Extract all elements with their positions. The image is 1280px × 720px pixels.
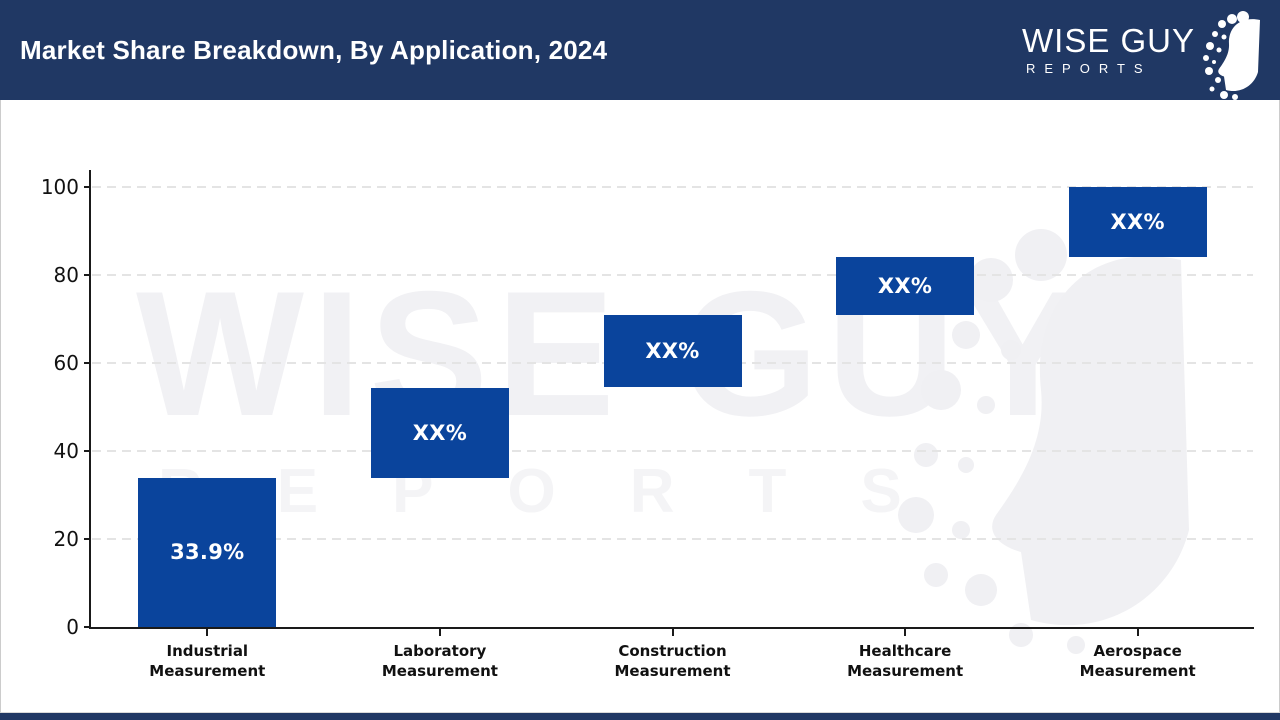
x-axis-category-label: Laboratory Measurement <box>330 641 550 681</box>
y-axis-tick-label: 0 <box>66 615 79 639</box>
x-axis-category-line: Aerospace <box>1093 642 1182 660</box>
y-axis-tickmark <box>84 626 91 628</box>
x-axis-tickmark <box>671 629 674 636</box>
chart-title: Market Share Breakdown, By Application, … <box>20 34 608 65</box>
footer-bar <box>0 713 1280 720</box>
x-axis-category-line: Measurement <box>614 662 731 680</box>
plot-area: 0 20 40 60 80 100 33.9% Industrial Measurement XX… <box>1 100 1280 712</box>
y-axis-tickmark <box>84 538 91 540</box>
gridline-y100 <box>92 186 1253 188</box>
x-axis-category-line: Measurement <box>1079 662 1196 680</box>
x-axis-category-line: Measurement <box>381 662 498 680</box>
bar-value-label: 33.9% <box>170 540 245 565</box>
logo-face-icon <box>1203 11 1260 100</box>
y-axis-tick-label: 80 <box>53 263 79 287</box>
gridline-y20 <box>92 538 1253 540</box>
x-axis-category-line: Measurement <box>847 662 964 680</box>
logo-wordmark: WISE GUY <box>1022 22 1196 59</box>
x-axis-tickmark <box>206 629 209 636</box>
bar-industrial-measurement: 33.9% <box>138 477 277 627</box>
y-axis-tick-label: 40 <box>53 439 79 463</box>
bar-value-label: XX% <box>877 273 933 298</box>
bar-value-label: XX% <box>412 420 468 445</box>
y-axis-tickmark <box>84 450 91 452</box>
x-axis-category-line: Measurement <box>149 662 266 680</box>
x-axis-category-line: Industrial <box>166 642 249 660</box>
gridline-y40 <box>92 450 1253 452</box>
bar-healthcare-measurement: XX% <box>836 257 975 315</box>
bar-laboratory-measurement: XX% <box>370 388 509 478</box>
y-axis-tick-label: 60 <box>53 351 79 375</box>
x-axis-category-line: Healthcare <box>858 642 952 660</box>
chart-body: WISE GUY REPORTS 0 20 40 60 80 100 33.9% Indust… <box>0 100 1280 713</box>
bar-value-label: XX% <box>1110 209 1165 234</box>
x-axis-category-label: Construction Measurement <box>563 641 783 681</box>
y-axis-tick-label: 100 <box>40 175 79 199</box>
bar-value-label: XX% <box>645 339 700 364</box>
wise-guy-logo: WISE GUY REPORTS <box>1022 11 1260 100</box>
y-axis-tickmark <box>84 186 91 188</box>
x-axis-line <box>89 627 1254 629</box>
x-axis-tickmark <box>904 629 907 636</box>
x-axis-category-label: Aerospace Measurement <box>1028 641 1248 681</box>
header-bar: Market Share Breakdown, By Application, … <box>0 0 1280 100</box>
x-axis-category-label: Healthcare Measurement <box>795 641 1015 681</box>
y-axis-tickmark <box>84 274 91 276</box>
y-axis-tickmark <box>84 362 91 364</box>
x-axis-category-line: Laboratory <box>393 642 487 660</box>
x-axis-tickmark <box>1136 629 1139 636</box>
x-axis-category-line: Construction <box>618 642 727 660</box>
bar-construction-measurement: XX% <box>603 315 742 388</box>
gridline-y80 <box>92 274 1253 276</box>
y-axis-line <box>89 170 91 629</box>
logo-subtext: REPORTS <box>1026 61 1152 76</box>
x-axis-tickmark <box>438 629 441 636</box>
y-axis-tick-label: 20 <box>53 527 79 551</box>
bar-aerospace-measurement: XX% <box>1068 187 1207 257</box>
x-axis-category-label: Industrial Measurement <box>97 641 317 681</box>
